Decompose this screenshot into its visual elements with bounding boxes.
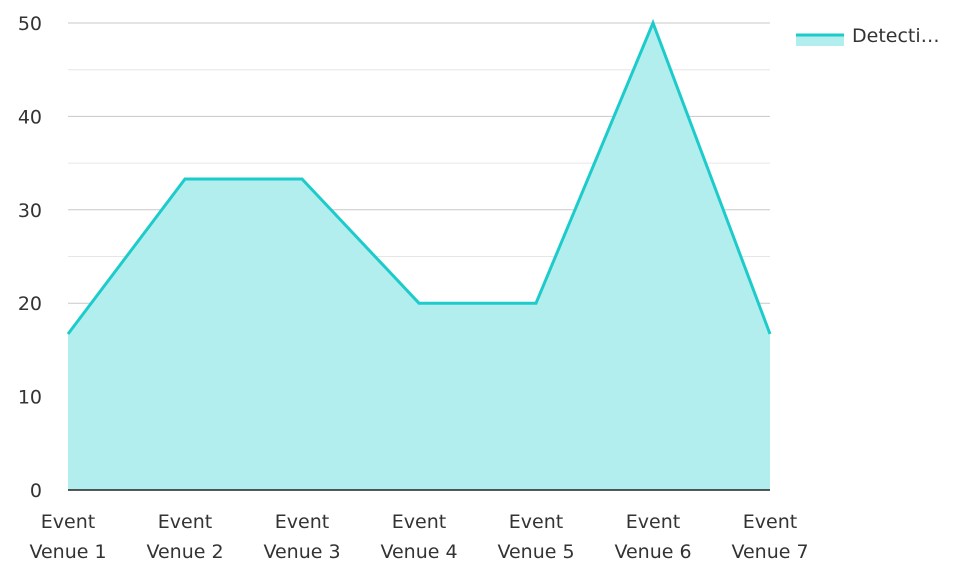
y-tick-label: 50 bbox=[18, 13, 42, 35]
y-tick-label: 10 bbox=[18, 387, 42, 409]
legend: Detecti… bbox=[796, 25, 940, 47]
y-tick-label: 20 bbox=[18, 293, 42, 315]
legend-label: Detecti… bbox=[852, 25, 940, 47]
y-tick-label: 0 bbox=[30, 480, 42, 502]
y-tick-label: 40 bbox=[18, 106, 42, 128]
y-tick-label: 30 bbox=[18, 200, 42, 222]
legend-swatch-fill bbox=[796, 35, 844, 46]
